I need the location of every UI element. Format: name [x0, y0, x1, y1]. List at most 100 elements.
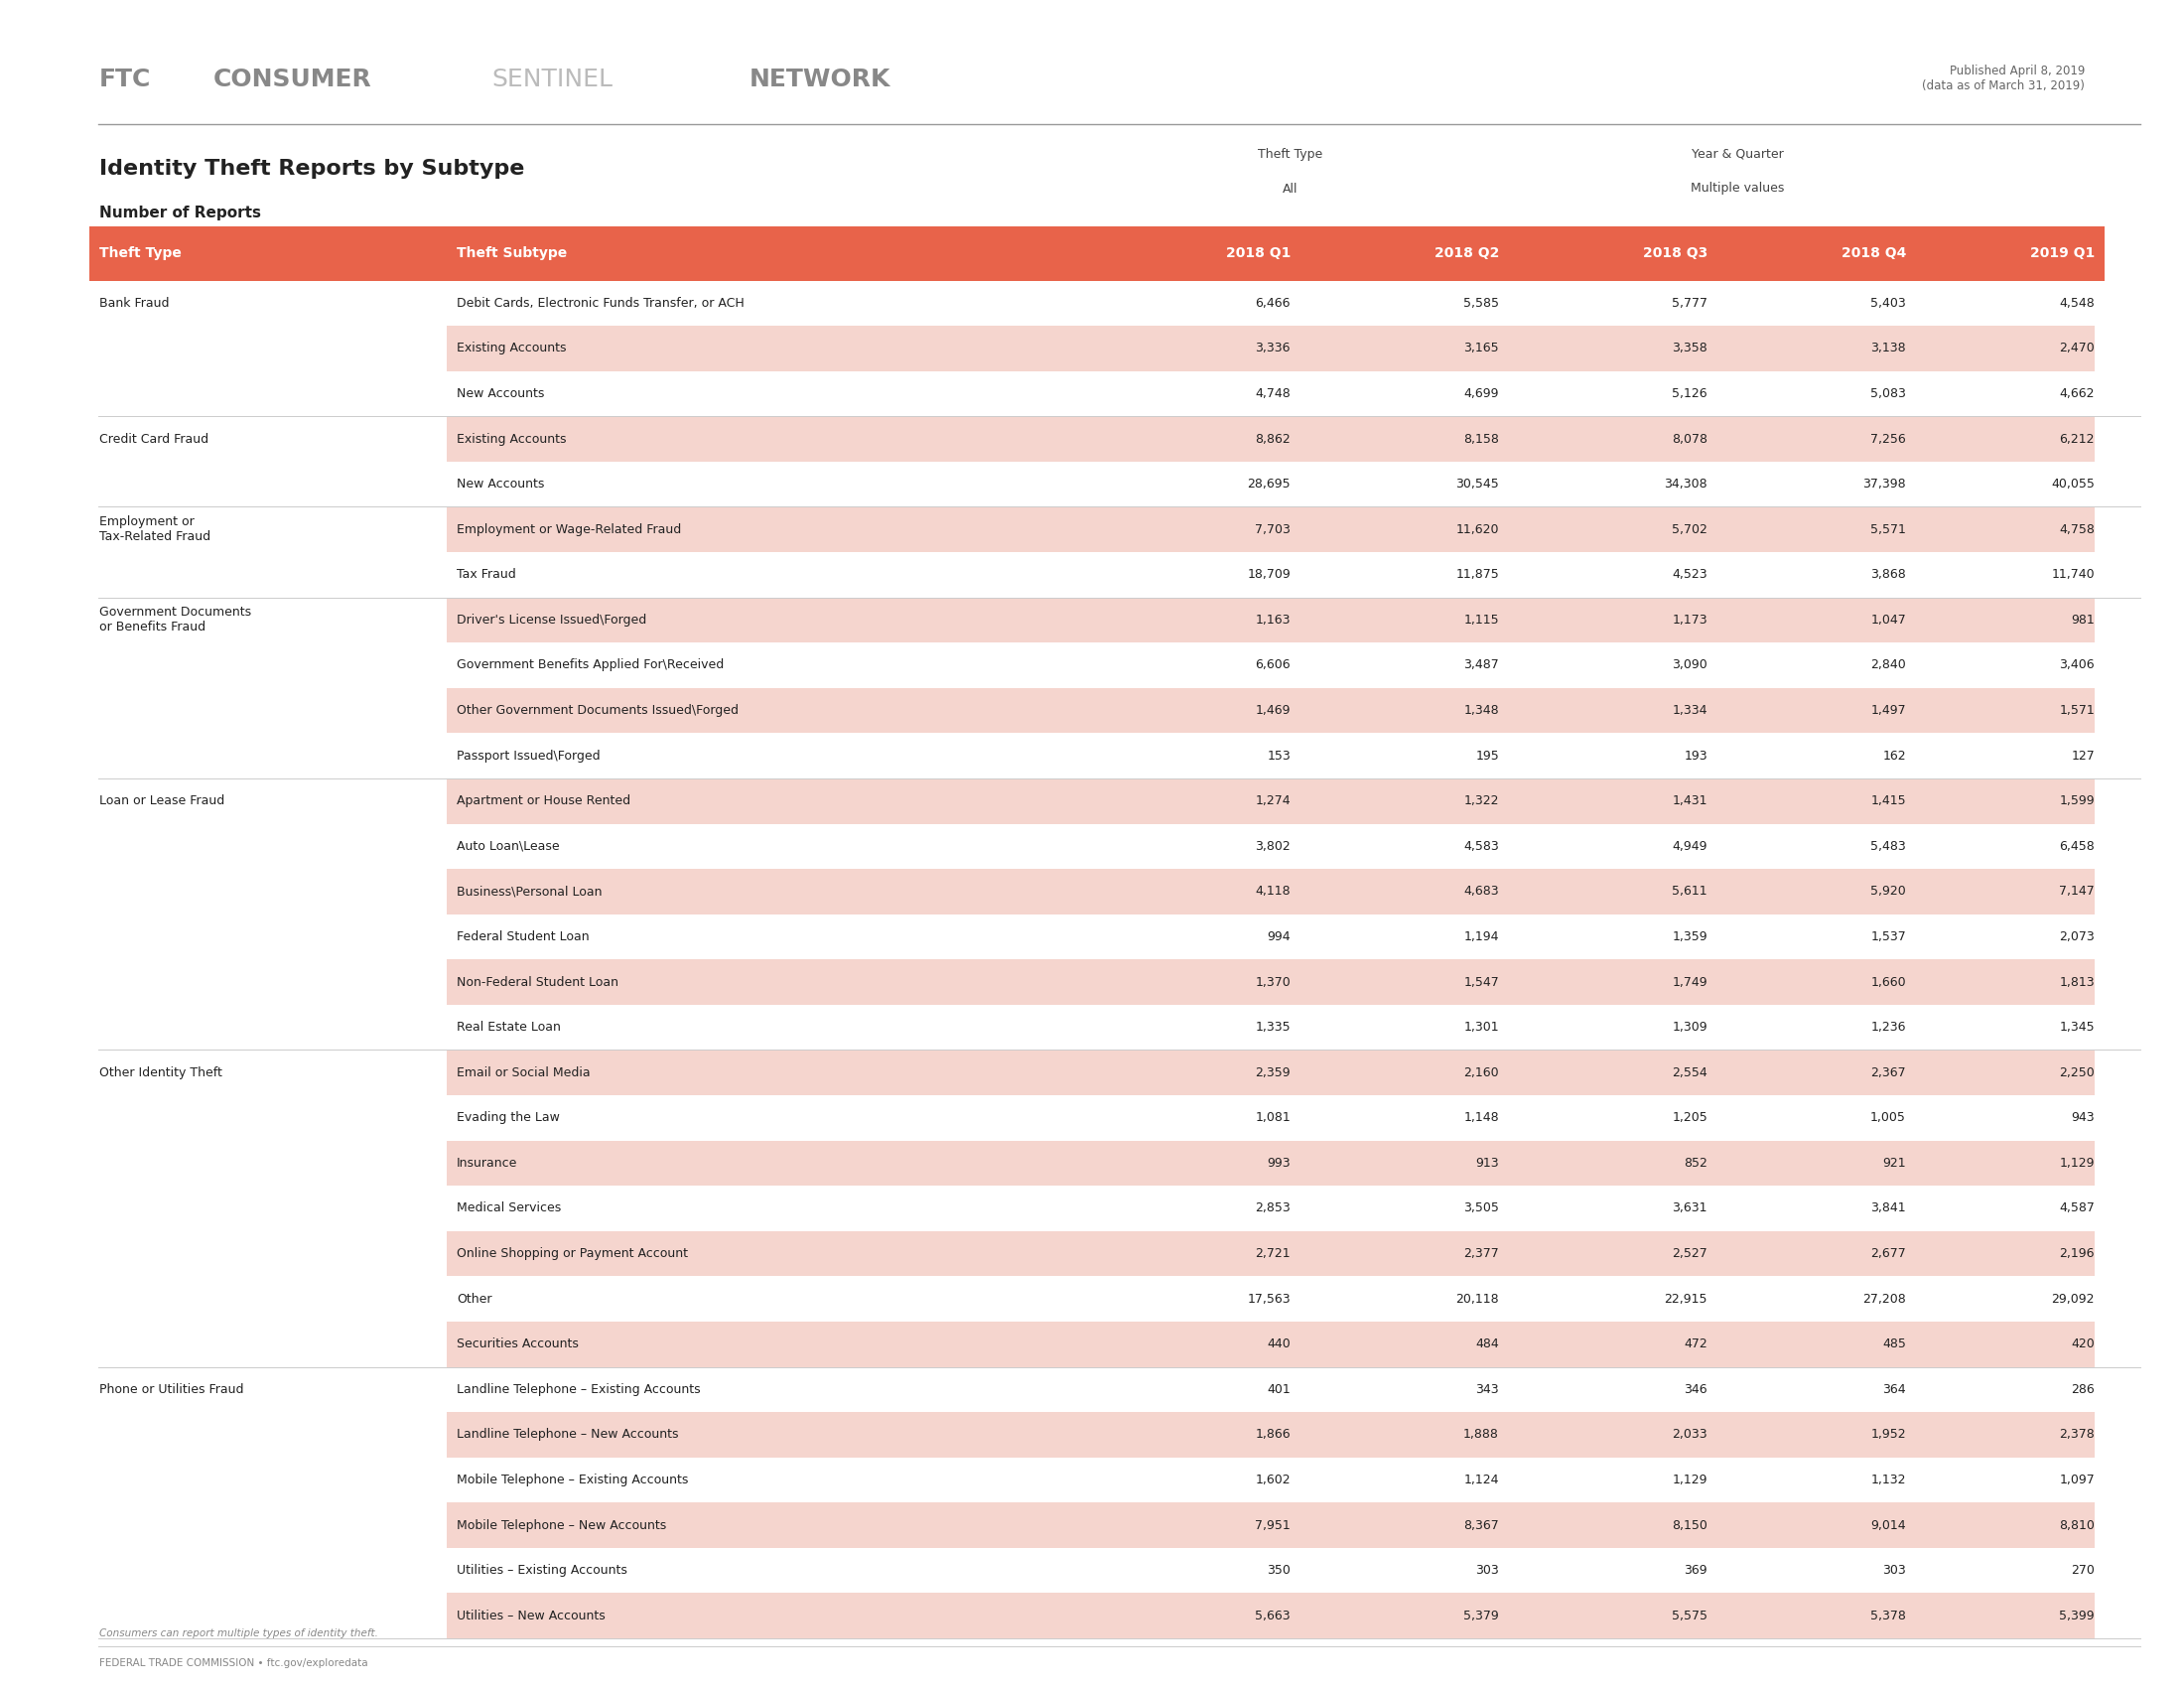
FancyBboxPatch shape	[448, 326, 2094, 371]
Text: 5,575: 5,575	[1671, 1609, 1708, 1622]
Text: 1,345: 1,345	[2060, 1021, 2094, 1033]
Text: 3,841: 3,841	[1872, 1202, 1907, 1215]
Text: 1,274: 1,274	[1256, 795, 1291, 807]
Text: Credit Card Fraud: Credit Card Fraud	[98, 432, 210, 446]
Text: Utilities – New Accounts: Utilities – New Accounts	[456, 1609, 605, 1622]
Text: 1,005: 1,005	[1870, 1111, 1907, 1124]
Text: 921: 921	[1883, 1156, 1907, 1170]
Text: 5,611: 5,611	[1673, 885, 1708, 898]
Text: Tax Fraud: Tax Fraud	[456, 569, 515, 581]
Text: 5,571: 5,571	[1870, 523, 1907, 535]
Text: Bank Fraud: Bank Fraud	[98, 297, 170, 309]
Text: 1,097: 1,097	[2060, 1474, 2094, 1487]
Text: 4,949: 4,949	[1673, 841, 1708, 852]
Text: Medical Services: Medical Services	[456, 1202, 561, 1215]
Text: Apartment or House Rented: Apartment or House Rented	[456, 795, 631, 807]
Text: Securities Accounts: Securities Accounts	[456, 1337, 579, 1350]
Text: 5,483: 5,483	[1870, 841, 1907, 852]
Text: 3,358: 3,358	[1673, 343, 1708, 354]
Text: 2,196: 2,196	[2060, 1247, 2094, 1259]
Text: Driver's License Issued\Forged: Driver's License Issued\Forged	[456, 613, 646, 626]
Text: 1,415: 1,415	[1872, 795, 1907, 807]
Text: 1,236: 1,236	[1872, 1021, 1907, 1033]
Text: Phone or Utilities Fraud: Phone or Utilities Fraud	[98, 1382, 245, 1396]
Text: 364: 364	[1883, 1382, 1907, 1396]
Text: 5,378: 5,378	[1870, 1609, 1907, 1622]
FancyBboxPatch shape	[448, 506, 2094, 552]
Text: Debit Cards, Electronic Funds Transfer, or ACH: Debit Cards, Electronic Funds Transfer, …	[456, 297, 745, 309]
Text: Other Identity Theft: Other Identity Theft	[98, 1067, 223, 1079]
Text: 195: 195	[1476, 749, 1498, 763]
Text: 472: 472	[1684, 1337, 1708, 1350]
FancyBboxPatch shape	[448, 778, 2094, 824]
Text: 4,748: 4,748	[1256, 387, 1291, 400]
Text: 3,487: 3,487	[1463, 658, 1498, 672]
Text: 3,868: 3,868	[1870, 569, 1907, 581]
Text: 8,150: 8,150	[1673, 1519, 1708, 1531]
Text: Theft Type: Theft Type	[1258, 147, 1324, 160]
Text: 20,118: 20,118	[1457, 1293, 1498, 1305]
Text: 8,158: 8,158	[1463, 432, 1498, 446]
Text: 1,309: 1,309	[1673, 1021, 1708, 1033]
FancyBboxPatch shape	[448, 1322, 2094, 1367]
Text: 346: 346	[1684, 1382, 1708, 1396]
Text: 1,602: 1,602	[1256, 1474, 1291, 1487]
Text: Mobile Telephone – New Accounts: Mobile Telephone – New Accounts	[456, 1519, 666, 1531]
Text: 420: 420	[2070, 1337, 2094, 1350]
Text: 3,631: 3,631	[1673, 1202, 1708, 1215]
Text: 943: 943	[2070, 1111, 2094, 1124]
Text: New Accounts: New Accounts	[456, 387, 544, 400]
Text: 1,952: 1,952	[1872, 1428, 1907, 1442]
Text: 4,758: 4,758	[2060, 523, 2094, 535]
Text: 162: 162	[1883, 749, 1907, 763]
Text: 1,081: 1,081	[1256, 1111, 1291, 1124]
FancyBboxPatch shape	[448, 1231, 2094, 1276]
Text: Passport Issued\Forged: Passport Issued\Forged	[456, 749, 601, 763]
Text: Theft Subtype: Theft Subtype	[456, 246, 568, 260]
FancyBboxPatch shape	[448, 1050, 2094, 1096]
Text: 3,406: 3,406	[2060, 658, 2094, 672]
Text: 2,073: 2,073	[2060, 930, 2094, 944]
Text: 9,014: 9,014	[1872, 1519, 1907, 1531]
Text: 2018 Q3: 2018 Q3	[1642, 246, 1708, 260]
FancyBboxPatch shape	[448, 1413, 2094, 1457]
Text: 1,148: 1,148	[1463, 1111, 1498, 1124]
Text: 2018 Q2: 2018 Q2	[1435, 246, 1498, 260]
Text: 3,802: 3,802	[1256, 841, 1291, 852]
Text: Existing Accounts: Existing Accounts	[456, 343, 566, 354]
Text: 993: 993	[1267, 1156, 1291, 1170]
Text: 30,545: 30,545	[1455, 478, 1498, 491]
Text: 193: 193	[1684, 749, 1708, 763]
Text: 1,205: 1,205	[1673, 1111, 1708, 1124]
Text: New Accounts: New Accounts	[456, 478, 544, 491]
Text: Government Benefits Applied For\Received: Government Benefits Applied For\Received	[456, 658, 723, 672]
Text: 5,403: 5,403	[1870, 297, 1907, 309]
Text: 5,399: 5,399	[2060, 1609, 2094, 1622]
Text: 1,334: 1,334	[1673, 704, 1708, 717]
Text: 852: 852	[1684, 1156, 1708, 1170]
Text: 4,118: 4,118	[1256, 885, 1291, 898]
Text: 6,466: 6,466	[1256, 297, 1291, 309]
FancyBboxPatch shape	[448, 959, 2094, 1004]
Text: 37,398: 37,398	[1863, 478, 1907, 491]
Text: 11,875: 11,875	[1455, 569, 1498, 581]
Text: 1,359: 1,359	[1673, 930, 1708, 944]
FancyBboxPatch shape	[448, 417, 2094, 461]
Text: 3,336: 3,336	[1256, 343, 1291, 354]
Text: 1,431: 1,431	[1673, 795, 1708, 807]
Text: Landline Telephone – New Accounts: Landline Telephone – New Accounts	[456, 1428, 679, 1442]
Text: 28,695: 28,695	[1247, 478, 1291, 491]
Text: 3,090: 3,090	[1673, 658, 1708, 672]
Text: FEDERAL TRADE COMMISSION • ftc.gov/exploredata: FEDERAL TRADE COMMISSION • ftc.gov/explo…	[98, 1658, 367, 1668]
Text: Multiple values: Multiple values	[1690, 182, 1784, 196]
Text: 350: 350	[1267, 1565, 1291, 1577]
Text: Employment or
Tax-Related Fraud: Employment or Tax-Related Fraud	[98, 515, 210, 544]
Text: Other Government Documents Issued\Forged: Other Government Documents Issued\Forged	[456, 704, 738, 717]
Text: 2,367: 2,367	[1872, 1067, 1907, 1079]
Text: 484: 484	[1476, 1337, 1498, 1350]
Text: Identity Theft Reports by Subtype: Identity Theft Reports by Subtype	[98, 159, 524, 179]
Text: 1,163: 1,163	[1256, 613, 1291, 626]
Text: 994: 994	[1267, 930, 1291, 944]
Text: 1,888: 1,888	[1463, 1428, 1498, 1442]
Text: 485: 485	[1883, 1337, 1907, 1350]
